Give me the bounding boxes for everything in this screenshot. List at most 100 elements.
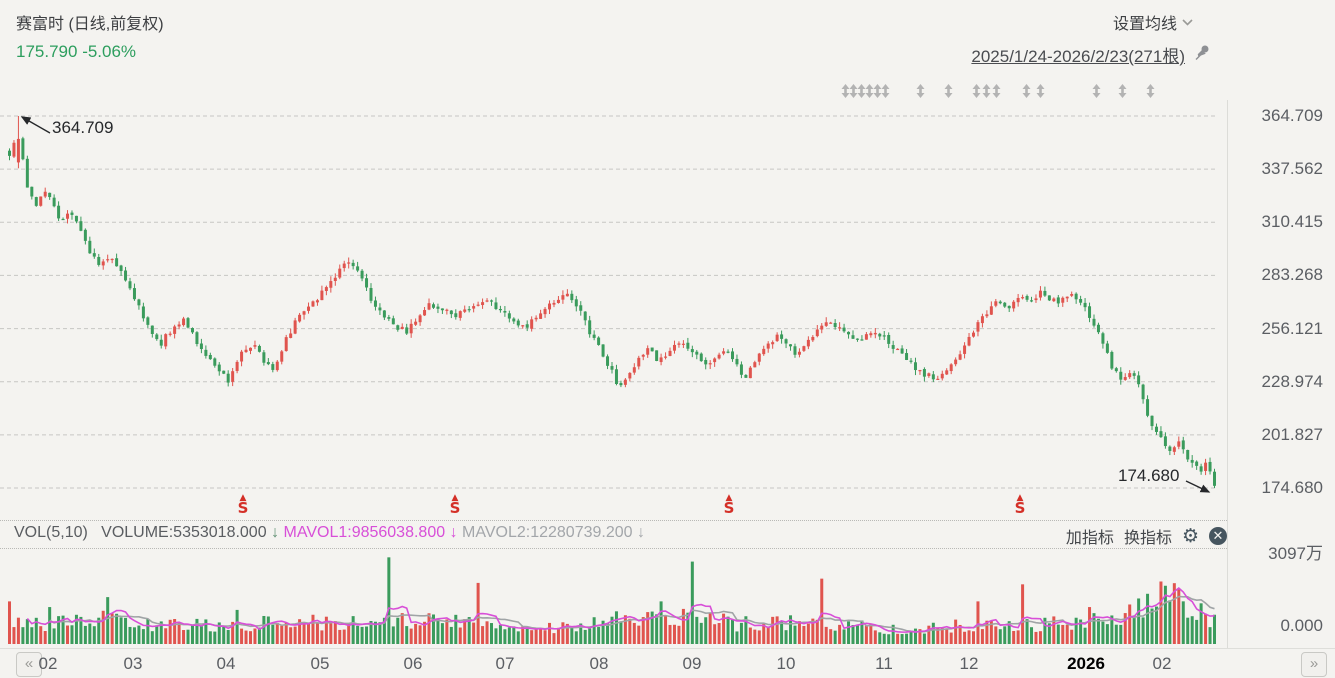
volume-bar	[365, 626, 369, 644]
add-indicator-button[interactable]: 加指标	[1065, 530, 1114, 547]
volume-bar	[762, 624, 766, 644]
volume-bar	[369, 621, 373, 644]
candle-body	[628, 372, 632, 379]
adjust-event-icon[interactable]	[857, 84, 866, 98]
candle-body	[516, 320, 520, 326]
candle-body	[1181, 440, 1185, 450]
adjust-event-icon[interactable]	[992, 84, 1001, 98]
candle-body	[833, 322, 837, 328]
scroll-left-button[interactable]: «	[16, 652, 42, 677]
volume-bar	[976, 601, 980, 644]
candle-body	[414, 321, 418, 325]
adjust-event-icon[interactable]	[1036, 84, 1045, 98]
candle-body	[476, 304, 480, 306]
adjust-event-icon[interactable]	[1022, 84, 1031, 98]
volume-bar	[485, 621, 489, 644]
candlestick-chart[interactable]	[0, 100, 1227, 520]
volume-bar	[106, 597, 110, 644]
volume-bar	[1146, 593, 1150, 644]
volume-bar	[1181, 601, 1185, 644]
candle-body	[97, 256, 101, 265]
volume-bar	[664, 616, 668, 644]
volume-bar	[222, 625, 226, 644]
candle-body	[989, 306, 993, 315]
volume-bar	[1110, 615, 1114, 644]
dividend-split-marker[interactable]: ▲ S	[723, 493, 735, 517]
candle-body	[797, 351, 801, 355]
candle-body	[918, 370, 922, 372]
volume-bar	[1070, 629, 1074, 644]
dividend-split-marker[interactable]: ▲ S	[237, 493, 249, 517]
adjust-event-icon[interactable]	[881, 84, 890, 98]
volume-bar	[672, 624, 676, 644]
candle-body	[954, 359, 958, 365]
volume-value: VOLUME:5353018.000	[101, 524, 267, 541]
candle-body	[704, 359, 708, 365]
candle-body	[1110, 351, 1114, 369]
volume-bar	[815, 619, 819, 644]
volume-bar	[972, 631, 975, 644]
close-indicator-icon[interactable]: ✕	[1209, 527, 1227, 545]
candle-body	[1083, 302, 1087, 308]
adjust-event-icon[interactable]	[841, 84, 850, 98]
time-axis-label: 06	[403, 654, 423, 673]
switch-indicator-button[interactable]: 换指标	[1123, 530, 1172, 547]
volume-bar	[16, 617, 20, 644]
candle-body	[802, 346, 806, 351]
mavol2-value: MAVOL2:12280739.200	[462, 524, 633, 541]
volume-bar	[213, 631, 217, 644]
dividend-split-marker[interactable]: ▲ S	[1014, 493, 1026, 517]
axis-divider	[1227, 100, 1228, 648]
pin-icon[interactable]	[1194, 44, 1211, 61]
candle-body	[173, 326, 177, 334]
volume-chart[interactable]	[0, 550, 1227, 648]
candle-body	[70, 212, 74, 215]
candle-body	[275, 361, 279, 371]
candle-body	[365, 278, 369, 288]
candle-body	[945, 370, 949, 375]
volume-bar	[1092, 613, 1096, 644]
time-axis-label: 12	[959, 654, 979, 673]
adjust-event-icon[interactable]	[1118, 84, 1127, 98]
dividend-split-marker[interactable]: ▲ S	[449, 493, 461, 517]
adjust-event-icon[interactable]	[849, 84, 858, 98]
adjust-event-icon[interactable]	[944, 84, 953, 98]
candle-body	[1038, 290, 1042, 298]
volume-bar	[708, 612, 712, 644]
candle-body	[356, 266, 360, 271]
adjust-event-icon[interactable]	[873, 84, 882, 98]
candle-body	[57, 205, 61, 219]
volume-bar	[48, 607, 52, 644]
low-price-annotation: 174.680	[1118, 466, 1180, 485]
volume-bar	[454, 614, 458, 644]
ma-settings-label: 设置均线	[1112, 16, 1177, 33]
volume-bar	[927, 625, 931, 644]
volume-bar	[731, 619, 734, 644]
volume-bar	[146, 619, 150, 644]
ma-settings-button[interactable]: 设置均线	[1113, 10, 1193, 34]
volume-bar	[592, 617, 596, 644]
adjust-event-icon[interactable]	[982, 84, 991, 98]
volume-bar	[249, 631, 252, 644]
adjust-event-icon[interactable]	[865, 84, 874, 98]
scroll-right-button[interactable]: »	[1301, 652, 1327, 677]
high-price-annotation: 364.709	[52, 118, 114, 137]
candle-body	[614, 369, 618, 385]
adjust-event-icon[interactable]	[1092, 84, 1101, 98]
volume-bar	[101, 610, 105, 644]
candle-body	[351, 262, 355, 267]
volume-bar	[195, 618, 199, 644]
vol-param-label: VOL(5,10)	[14, 524, 88, 541]
volume-bar	[240, 628, 244, 644]
volume-bar	[30, 627, 34, 644]
gear-icon[interactable]: ⚙	[1181, 525, 1199, 547]
adjust-event-icon[interactable]	[916, 84, 925, 98]
candle-body	[1065, 296, 1069, 299]
adjust-event-icon[interactable]	[972, 84, 981, 98]
date-range-link[interactable]: 2025/1/24-2026/2/23(271根)	[971, 47, 1185, 66]
candle-body	[400, 326, 404, 330]
adjust-event-icon[interactable]	[1146, 84, 1155, 98]
candle-body	[851, 335, 855, 339]
volume-bar	[396, 617, 400, 644]
candle-body	[597, 337, 601, 345]
